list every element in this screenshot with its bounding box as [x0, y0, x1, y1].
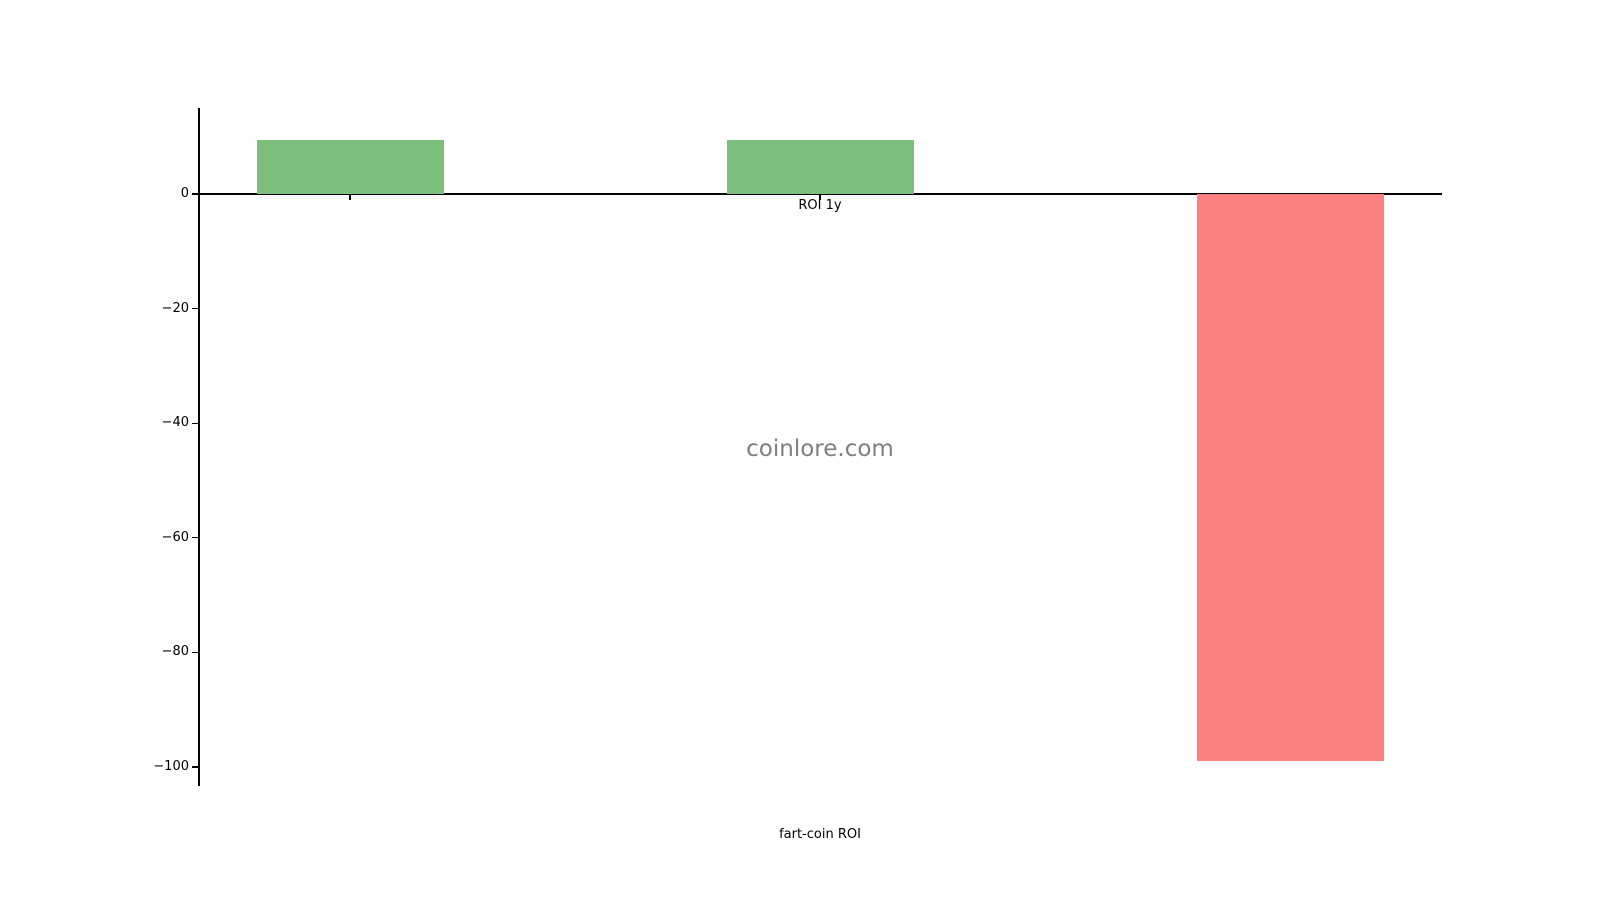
- x-axis-title: fart-coin ROI: [779, 827, 861, 842]
- y-tick-label: −100: [153, 759, 189, 775]
- y-tick-mark: [192, 193, 198, 195]
- watermark-text: coinlore.com: [746, 436, 894, 462]
- y-tick-mark: [192, 537, 198, 539]
- x-tick-label: ROI 1y: [798, 197, 842, 213]
- y-tick-mark: [192, 766, 198, 768]
- y-tick-mark: [192, 307, 198, 310]
- y-tick-label: −20: [161, 300, 189, 316]
- bar-1: [256, 140, 444, 194]
- y-tick-label: −60: [161, 529, 189, 545]
- bar-3: [1196, 193, 1384, 762]
- x-tick-mark: [349, 193, 351, 200]
- y-tick-mark: [192, 422, 198, 424]
- y-tick-label: −40: [161, 415, 189, 431]
- y-axis-line: [198, 108, 200, 786]
- bar-2: [726, 140, 914, 194]
- y-tick-label: −80: [161, 644, 189, 660]
- y-tick-label: 0: [180, 185, 189, 201]
- x-tick-mark: [819, 193, 821, 200]
- y-tick-mark: [192, 651, 198, 654]
